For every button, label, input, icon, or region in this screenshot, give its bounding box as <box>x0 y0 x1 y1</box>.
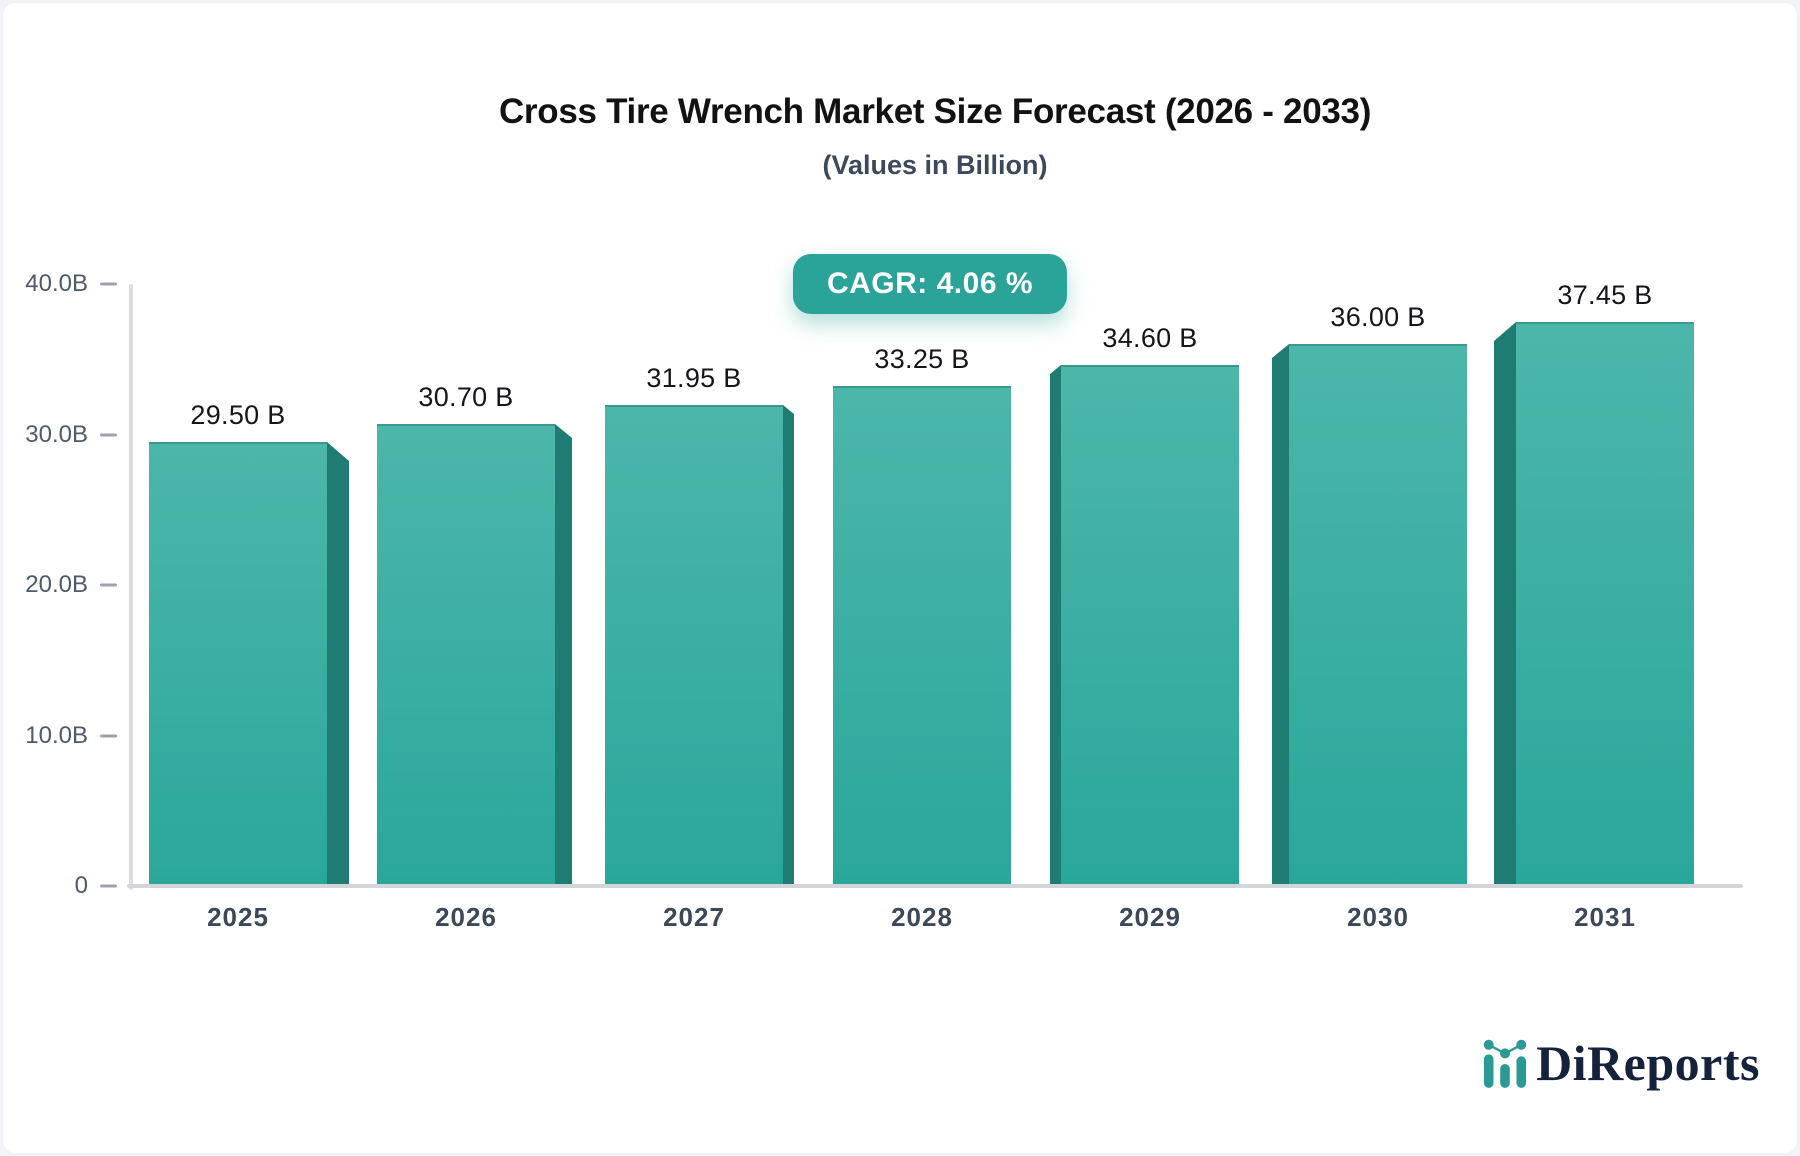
bar-face <box>377 424 555 884</box>
bar-side-face <box>1494 322 1516 884</box>
y-axis-tick-mark <box>100 433 117 436</box>
x-axis-label: 2028 <box>891 902 953 932</box>
y-axis-tick-mark <box>100 734 117 737</box>
bar-face <box>833 386 1011 884</box>
bar-face <box>149 442 327 884</box>
bar-face <box>1289 344 1467 884</box>
y-axis-tick-mark <box>100 583 117 587</box>
bar[interactable] <box>1272 344 1467 884</box>
y-axis-line <box>129 284 133 890</box>
bar-face <box>1516 322 1694 884</box>
brand-logo: DiReports <box>1482 1038 1760 1088</box>
cagr-badge: CAGR: 4.06 % <box>792 254 1068 314</box>
y-axis-tick-label: 0 <box>74 872 88 899</box>
x-axis-label: 2027 <box>663 902 725 932</box>
bar-value-label: 34.60 B <box>1102 323 1198 353</box>
bar-side-face <box>1050 365 1061 884</box>
bar-side-face <box>783 405 794 884</box>
y-axis-tick-mark <box>100 282 117 286</box>
y-axis-tick-label: 20.0B <box>25 571 88 598</box>
x-axis-baseline <box>127 884 1743 888</box>
x-axis-label: 2030 <box>1347 902 1409 932</box>
bar-value-label: 30.70 B <box>418 382 514 412</box>
x-axis-label: 2029 <box>1119 902 1181 932</box>
mini-bar-chart-icon <box>1482 1038 1528 1088</box>
y-axis-tick-label: 10.0B <box>25 721 88 749</box>
bar-face <box>605 405 783 884</box>
brand-name: DiReports <box>1536 1035 1760 1091</box>
bar-value-label: 31.95 B <box>646 363 742 393</box>
bar[interactable] <box>605 405 794 884</box>
bar[interactable] <box>833 386 1011 884</box>
bar-side-face <box>1272 344 1289 884</box>
y-axis-tick-label: 30.0B <box>25 420 88 448</box>
x-axis-label: 2031 <box>1574 902 1636 932</box>
bar-value-label: 29.50 B <box>190 400 286 430</box>
x-axis-label: 2025 <box>207 902 269 932</box>
chart-subtitle: (Values in Billion) <box>822 150 1048 180</box>
x-axis-label: 2026 <box>435 902 497 932</box>
bar[interactable] <box>1494 322 1694 884</box>
bar-side-face <box>327 442 349 884</box>
bar-side-face <box>555 424 572 884</box>
chart-title: Cross Tire Wrench Market Size Forecast (… <box>498 92 1372 131</box>
bar-value-label: 33.25 B <box>874 344 970 374</box>
y-axis-tick-mark <box>100 884 117 888</box>
bar[interactable] <box>1050 365 1239 884</box>
bar-face <box>1061 365 1239 884</box>
bar-value-label: 36.00 B <box>1330 302 1426 332</box>
y-axis-tick-label: 40.0B <box>25 270 88 297</box>
bar[interactable] <box>149 442 349 884</box>
bar[interactable] <box>377 424 572 884</box>
bar-value-label: 37.45 B <box>1557 280 1653 310</box>
